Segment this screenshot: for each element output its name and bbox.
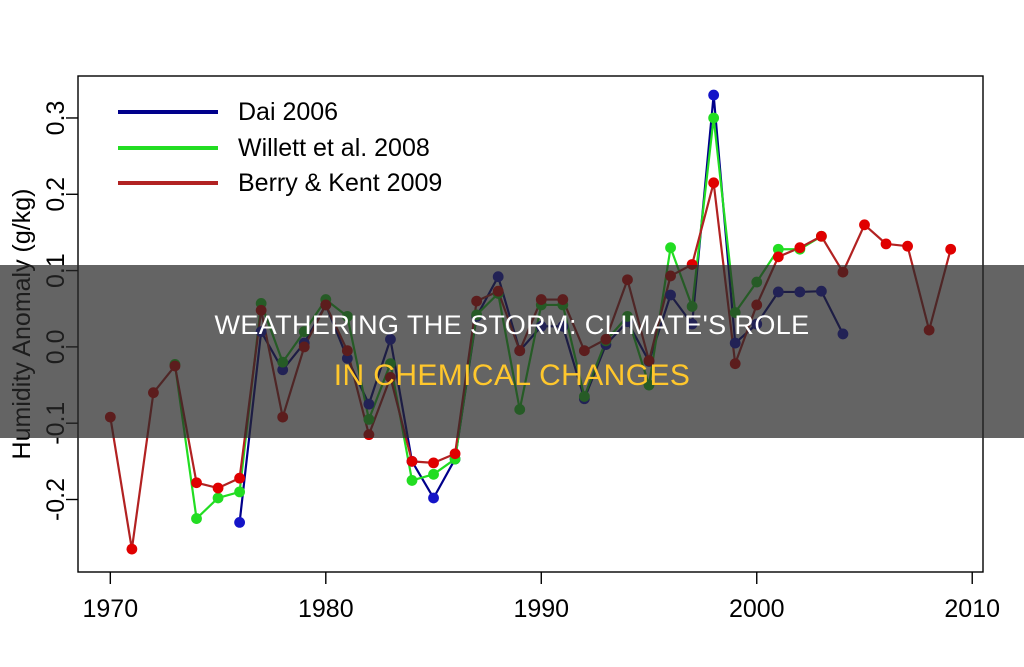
x-tick-label: 1970: [83, 595, 139, 623]
series-point: [751, 276, 763, 288]
series-point: [363, 413, 375, 425]
series-point: [923, 324, 935, 336]
series-point: [665, 289, 676, 301]
y-tick-label: 0.3: [42, 101, 70, 136]
series-point: [514, 345, 526, 357]
y-tick-label: 0.0: [42, 330, 70, 365]
series-point: [600, 333, 612, 345]
series-point: [320, 299, 332, 311]
series-point: [406, 475, 418, 486]
series-point: [492, 285, 504, 297]
series-point: [126, 543, 138, 555]
series-point: [298, 341, 310, 353]
series-point: [643, 355, 655, 367]
series-point: [191, 477, 202, 489]
y-tick-label: 0.2: [42, 177, 70, 212]
series-point: [191, 513, 202, 524]
series-point: [686, 301, 698, 312]
series-point: [686, 259, 698, 270]
series-point: [622, 310, 633, 322]
series-point: [794, 286, 806, 298]
series-point: [492, 271, 504, 283]
x-tick-label: 2010: [944, 595, 1000, 623]
series-point: [341, 345, 353, 357]
series-point: [643, 379, 655, 391]
series-point: [837, 266, 849, 278]
x-tick-label: 1980: [298, 595, 354, 623]
series-point: [385, 372, 396, 383]
series-point: [234, 486, 246, 498]
series-point: [298, 326, 310, 338]
series-point: [341, 310, 353, 322]
y-tick-label: 0.1: [42, 253, 70, 288]
series-point: [428, 457, 439, 469]
series-point: [449, 448, 461, 460]
series-point: [794, 242, 806, 254]
series-point: [837, 328, 849, 340]
series-point: [772, 286, 784, 298]
series-point: [708, 89, 720, 101]
series-point: [880, 238, 892, 250]
x-tick-label: 2000: [729, 595, 785, 623]
series-point: [751, 318, 763, 330]
series-point: [428, 468, 439, 480]
series-point: [815, 230, 827, 242]
series-point: [148, 387, 159, 399]
series-point: [729, 307, 741, 318]
series-point: [471, 309, 483, 321]
legend-label: Berry & Kent 2009: [238, 169, 442, 197]
series-point: [255, 326, 267, 338]
series-point: [234, 517, 246, 528]
series-point: [665, 242, 676, 254]
series-point: [815, 285, 827, 297]
legend-label: Willett et al. 2008: [238, 134, 430, 162]
series-point: [557, 294, 569, 305]
series-point: [622, 274, 633, 286]
series-point: [363, 398, 375, 410]
series-point: [428, 492, 439, 504]
series-point: [385, 333, 396, 345]
series-point: [255, 304, 267, 316]
series-point: [945, 243, 957, 255]
x-tick-label: 1990: [513, 595, 569, 623]
series-point: [212, 492, 224, 504]
series-point: [665, 270, 676, 282]
series-point: [729, 337, 741, 349]
series-point: [708, 112, 720, 124]
series-point: [686, 318, 698, 330]
series-point: [578, 391, 590, 402]
legend-label: Dai 2006: [238, 98, 338, 126]
series-point: [708, 177, 720, 189]
series-point: [902, 240, 913, 252]
series-point: [859, 219, 870, 231]
series-point: [277, 411, 289, 423]
series-point: [514, 404, 526, 415]
series-point: [169, 360, 181, 372]
series-point: [212, 482, 224, 494]
series-point: [578, 345, 590, 357]
series-point: [535, 320, 547, 332]
series-point: [406, 455, 418, 467]
series-point: [772, 243, 784, 255]
series-point: [104, 411, 116, 423]
y-tick-label: -0.1: [42, 402, 70, 445]
series-point: [729, 358, 741, 370]
series-point: [234, 472, 246, 484]
series-point: [385, 358, 396, 370]
series-point: [751, 299, 763, 311]
series-point: [471, 295, 483, 307]
series-point: [557, 320, 569, 332]
series-point: [277, 356, 289, 368]
series-point: [535, 294, 547, 305]
series-point: [363, 429, 375, 441]
y-tick-label: -0.2: [42, 478, 70, 521]
y-axis-label: Humidity Anomaly (g/kg): [8, 189, 36, 460]
series-point: [772, 251, 784, 263]
